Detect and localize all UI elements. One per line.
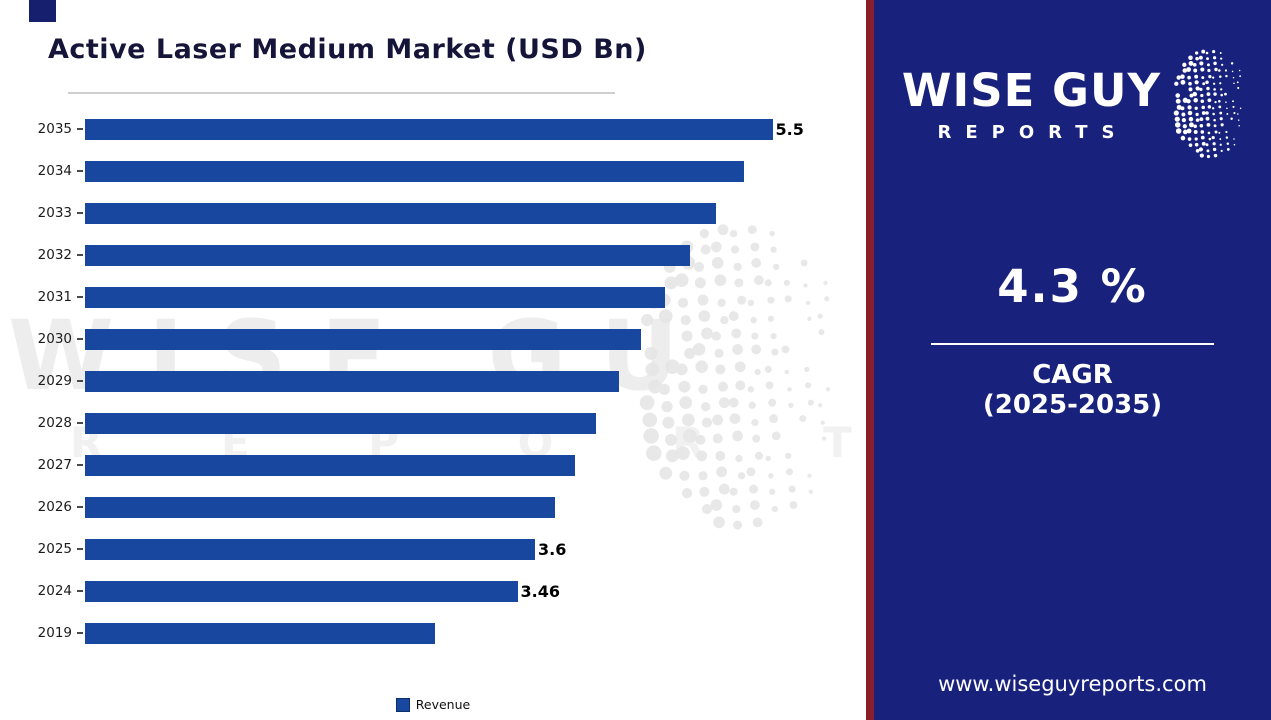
revenue-bar	[85, 244, 690, 266]
bar-track: 3.46	[85, 580, 860, 602]
year-label: 2030	[37, 331, 72, 347]
cagr-divider-line	[931, 343, 1214, 345]
logo-text: WISE GUY REPORTS	[902, 50, 1161, 143]
revenue-bar	[85, 328, 642, 350]
bar-track	[85, 412, 860, 434]
bar-row: 2026	[14, 486, 860, 528]
axis-tick	[77, 296, 83, 298]
value-label: 3.6	[538, 539, 567, 559]
axis-tick	[77, 422, 83, 424]
logo-reports-text: REPORTS	[937, 122, 1129, 143]
value-label: 5.5	[775, 119, 804, 139]
cagr-label: CAGR (2025-2035)	[982, 360, 1163, 421]
revenue-bar	[85, 412, 597, 434]
chart-title: Active Laser Medium Market (USD Bn)	[48, 34, 647, 65]
year-label: 2028	[37, 415, 72, 431]
bar-row: 2025 3.6	[14, 528, 860, 570]
year-label: 2027	[37, 457, 72, 473]
axis-tick	[77, 380, 83, 382]
year-label: 2025	[37, 541, 72, 557]
plot-area: 2035 5.5 2034 2033 2032 2031 2030 2029 2028 2027 2…	[14, 108, 860, 654]
year-label: 2031	[37, 289, 72, 305]
axis-tick	[77, 212, 83, 214]
year-label: 2032	[37, 247, 72, 263]
year-label: 2034	[37, 163, 72, 179]
bar-row: 2024 3.46	[14, 570, 860, 612]
bar-row: 2035 5.5	[14, 108, 860, 150]
bar-row: 2029	[14, 360, 860, 402]
year-label: 2024	[37, 583, 72, 599]
year-label: 2019	[37, 625, 72, 641]
axis-tick	[77, 632, 83, 634]
cagr-value: 4.3 %	[997, 260, 1148, 313]
bar-track	[85, 622, 860, 644]
year-label: 2026	[37, 499, 72, 515]
year-label: 2029	[37, 373, 72, 389]
side-panel: WISE GUY REPORTS 4.3 % CAGR (2025-2035) …	[874, 0, 1271, 720]
bar-row: 2033	[14, 192, 860, 234]
title-underline	[68, 92, 615, 94]
logo-head-dots-icon	[1173, 49, 1242, 159]
revenue-bar	[85, 286, 665, 308]
legend-swatch-revenue	[395, 697, 410, 712]
bar-row: 2019	[14, 612, 860, 654]
logo-wise-guy-text: WISE GUY	[901, 64, 1162, 117]
wise-guy-logo: WISE GUY REPORTS	[894, 49, 1251, 164]
bar-row: 2028	[14, 402, 860, 444]
red-divider	[866, 0, 874, 720]
revenue-bar	[85, 622, 435, 644]
value-label: 3.46	[520, 581, 560, 601]
axis-tick	[77, 464, 83, 466]
legend: Revenue	[0, 697, 866, 712]
revenue-bar	[85, 538, 535, 560]
chart-area: WISE GU R E P O R T Active Laser Medium …	[0, 0, 866, 712]
revenue-bar	[85, 496, 555, 518]
revenue-bar	[85, 370, 619, 392]
corner-mark	[29, 0, 56, 22]
revenue-bar	[85, 202, 717, 224]
axis-tick	[77, 506, 83, 508]
year-label: 2035	[37, 121, 72, 137]
axis-tick	[77, 128, 83, 130]
website-url: www.wiseguyreports.com	[938, 672, 1207, 696]
bar-track	[85, 370, 860, 392]
bar-track	[85, 244, 860, 266]
axis-tick	[77, 548, 83, 550]
axis-tick	[77, 590, 83, 592]
bar-track	[85, 286, 860, 308]
bar-track: 5.5	[85, 118, 860, 140]
bar-track	[85, 454, 860, 476]
revenue-bar	[85, 160, 744, 182]
bar-track	[85, 328, 860, 350]
axis-tick	[77, 170, 83, 172]
cagr-label-line1: CAGR	[1032, 360, 1113, 390]
bar-row: 2030	[14, 318, 860, 360]
bar-track	[85, 202, 860, 224]
bar-row: 2034	[14, 150, 860, 192]
cagr-label-line2: (2025-2035)	[982, 389, 1163, 420]
axis-tick	[77, 254, 83, 256]
bar-track	[85, 160, 860, 182]
revenue-bar	[85, 580, 518, 602]
year-label: 2033	[37, 205, 72, 221]
legend-label: Revenue	[415, 697, 471, 712]
bar-track	[85, 496, 860, 518]
axis-tick	[77, 338, 83, 340]
bar-row: 2032	[14, 234, 860, 276]
bar-row: 2031	[14, 276, 860, 318]
revenue-bar	[85, 454, 575, 476]
bar-track: 3.6	[85, 538, 860, 560]
bar-row: 2027	[14, 444, 860, 486]
revenue-bar	[85, 118, 773, 140]
